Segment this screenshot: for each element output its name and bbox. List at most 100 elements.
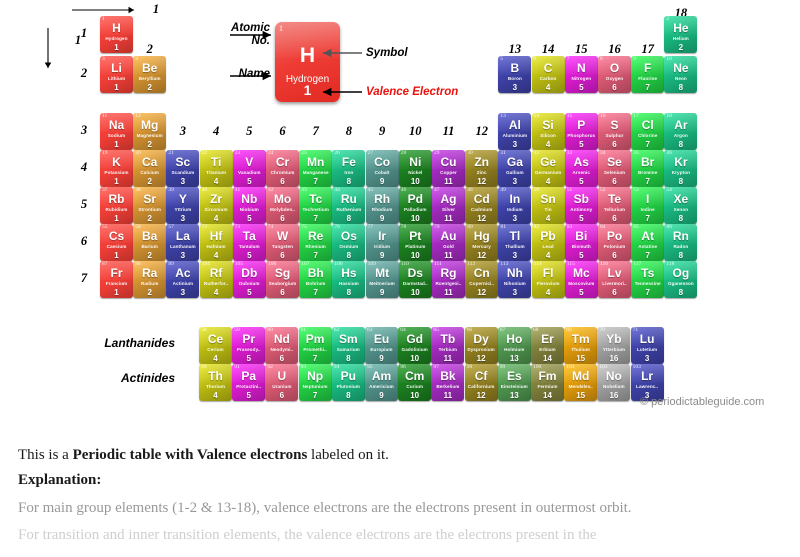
element-cell-ne[interactable]: 10 Ne Neon 8 (664, 56, 698, 93)
element-cell-cd[interactable]: 48 Cd Cadmium 12 (465, 187, 499, 224)
element-cell-u[interactable]: 92 U Uranium 6 (265, 364, 299, 401)
element-cell-po[interactable]: 84 Po Polonium 6 (598, 224, 631, 261)
element-cell-cl[interactable]: 17 Cl Chlorine 7 (631, 113, 665, 150)
element-cell-og[interactable]: 118 Og Oganesson 8 (664, 261, 698, 298)
element-cell-rn[interactable]: 86 Rn Radon 8 (664, 224, 698, 261)
element-cell-rb[interactable]: 37 Rb Rubidium 1 (100, 187, 133, 224)
element-cell-ge[interactable]: 32 Ge Germanium 4 (531, 150, 565, 187)
element-cell-as[interactable]: 33 As Arsenic 5 (564, 150, 598, 187)
element-cell-ra[interactable]: 88 Ra Radium 2 (133, 261, 167, 298)
element-cell-ac[interactable]: 89 Ac Actinium 3 (166, 261, 200, 298)
element-cell-zr[interactable]: 40 Zr Zirconium 4 (199, 187, 233, 224)
element-cell-p[interactable]: 15 P Phosphorus 5 (564, 113, 598, 150)
element-cell-sg[interactable]: 106 Sg Seaborgium 6 (266, 261, 299, 298)
element-cell-ag[interactable]: 47 Ag Silver 11 (432, 187, 465, 224)
element-cell-o[interactable]: 8 O Oxygen 6 (598, 56, 631, 93)
element-cell-la[interactable]: 57 La Lanthanum 3 (166, 224, 200, 261)
element-cell-pd[interactable]: 46 Pd Palladium 10 (398, 187, 432, 224)
element-cell-er[interactable]: 68 Er Erbium 14 (531, 327, 564, 364)
element-cell-h[interactable]: 1 H Hydrogen 1 (100, 16, 133, 53)
element-cell-sr[interactable]: 38 Sr Strontium 2 (133, 187, 167, 224)
element-cell-cf[interactable]: 98 Cf Californium 12 (464, 364, 498, 401)
element-cell-ce[interactable]: 58 Ce Cerium 4 (199, 327, 232, 364)
element-cell-cn[interactable]: 112 Cn Copernici.. 12 (465, 261, 499, 298)
element-cell-db[interactable]: 105 Db Dubnium 5 (232, 261, 266, 298)
element-cell-pa[interactable]: 91 Pa Protactini.. 5 (232, 364, 266, 401)
element-cell-xe[interactable]: 54 Xe Xenon 8 (664, 187, 698, 224)
element-cell-pm[interactable]: 61 Pm Promethi.. 7 (298, 327, 332, 364)
element-cell-mo[interactable]: 42 Mo Molybden.. 6 (266, 187, 299, 224)
element-cell-hg[interactable]: 80 Hg Mercury 12 (465, 224, 499, 261)
element-cell-nb[interactable]: 41 Nb Niobium 5 (232, 187, 266, 224)
element-cell-nh[interactable]: 113 Nh Nihonium 3 (498, 261, 532, 298)
element-cell-b[interactable]: 5 B Boron 3 (498, 56, 532, 93)
element-cell-ar[interactable]: 18 Ar Argon 8 (664, 113, 698, 150)
element-cell-na[interactable]: 11 Na Sodium 1 (100, 113, 133, 150)
element-cell-bh[interactable]: 107 Bh Bohrium 7 (299, 261, 333, 298)
element-cell-si[interactable]: 14 Si Silicon 4 (531, 113, 565, 150)
element-cell-gd[interactable]: 64 Gd Gadolinium 10 (398, 327, 432, 364)
element-cell-am[interactable]: 95 Am Americium 9 (365, 364, 398, 401)
element-cell-re[interactable]: 75 Re Rhenium 7 (299, 224, 333, 261)
element-cell-c[interactable]: 6 C Carbon 4 (531, 56, 565, 93)
element-cell-k[interactable]: 19 K Potassium 1 (100, 150, 133, 187)
element-cell-yb[interactable]: 70 Yb Ytterbium 16 (597, 327, 631, 364)
element-cell-no[interactable]: 102 No Nobelium 16 (597, 364, 631, 401)
element-cell-pr[interactable]: 59 Pr Praseody.. 5 (232, 327, 266, 364)
element-cell-bi[interactable]: 83 Bi Bismuth 5 (564, 224, 598, 261)
element-cell-se[interactable]: 34 Se Selenium 6 (598, 150, 631, 187)
element-cell-nd[interactable]: 60 Nd Neodymi.. 6 (265, 327, 299, 364)
element-cell-fm[interactable]: 100 Fm Fermium 14 (531, 364, 564, 401)
element-cell-cm[interactable]: 96 Cm Curium 10 (398, 364, 432, 401)
element-cell-ru[interactable]: 44 Ru Ruthenium 8 (332, 187, 366, 224)
element-cell-zn[interactable]: 30 Zn Zinc 12 (465, 150, 499, 187)
element-cell-br[interactable]: 35 Br Bromine 7 (631, 150, 665, 187)
element-cell-fe[interactable]: 26 Fe Iron 8 (332, 150, 366, 187)
element-cell-te[interactable]: 52 Te Tellurium 6 (598, 187, 631, 224)
element-cell-bk[interactable]: 97 Bk Berkelium 11 (431, 364, 465, 401)
element-cell-lu[interactable]: 71 Lu Lutetium 3 (630, 327, 664, 364)
element-cell-ds[interactable]: 110 Ds Darmstad.. 10 (398, 261, 432, 298)
element-cell-at[interactable]: 85 At Astatine 7 (631, 224, 665, 261)
element-cell-ho[interactable]: 67 Ho Holmium 13 (497, 327, 531, 364)
element-cell-hs[interactable]: 108 Hs Hassium 8 (332, 261, 366, 298)
element-cell-kr[interactable]: 36 Kr Krypton 8 (664, 150, 698, 187)
element-cell-cs[interactable]: 55 Cs Caesium 1 (100, 224, 133, 261)
element-cell-ti[interactable]: 22 Ti Titanium 4 (199, 150, 233, 187)
element-cell-rf[interactable]: 104 Rf Rutherfor.. 4 (199, 261, 233, 298)
element-cell-fl[interactable]: 114 Fl Flerovium 4 (531, 261, 565, 298)
element-cell-sm[interactable]: 62 Sm Samarium 8 (331, 327, 365, 364)
element-cell-n[interactable]: 7 N Nitrogen 5 (564, 56, 598, 93)
element-cell-md[interactable]: 101 Md Mendelev.. 15 (564, 364, 598, 401)
element-cell-rh[interactable]: 45 Rh Rhodium 9 (365, 187, 399, 224)
element-cell-mt[interactable]: 109 Mt Meitnerium 9 (365, 261, 399, 298)
element-cell-y[interactable]: 39 Y Yttrium 3 (166, 187, 200, 224)
element-cell-mc[interactable]: 115 Mc Moscovium 5 (564, 261, 598, 298)
element-cell-sn[interactable]: 50 Sn Tin 4 (531, 187, 565, 224)
element-cell-be[interactable]: 4 Be Beryllium 2 (133, 56, 167, 93)
element-cell-cu[interactable]: 29 Cu Copper 11 (432, 150, 465, 187)
element-cell-sb[interactable]: 51 Sb Antimony 5 (564, 187, 598, 224)
element-cell-eu[interactable]: 63 Eu Europium 9 (365, 327, 398, 364)
element-cell-tm[interactable]: 69 Tm Thulium 15 (564, 327, 598, 364)
element-cell-li[interactable]: 3 Li Lithium 1 (100, 56, 133, 93)
element-cell-s[interactable]: 16 S Sulphur 6 (598, 113, 631, 150)
element-cell-dy[interactable]: 66 Dy Dysprosium 12 (464, 327, 498, 364)
element-cell-tb[interactable]: 65 Tb Terbium 11 (431, 327, 465, 364)
element-cell-os[interactable]: 76 Os Osmium 8 (332, 224, 366, 261)
element-cell-au[interactable]: 79 Au Gold 11 (432, 224, 465, 261)
element-cell-ni[interactable]: 28 Ni Nickel 10 (398, 150, 432, 187)
element-cell-pt[interactable]: 78 Pt Platinum 10 (398, 224, 432, 261)
element-cell-fr[interactable]: 87 Fr Francium 1 (100, 261, 133, 298)
element-cell-tc[interactable]: 43 Tc Technetium 7 (299, 187, 333, 224)
element-cell-np[interactable]: 93 Np Neptunium 7 (298, 364, 332, 401)
element-cell-lv[interactable]: 116 Lv Livermori.. 6 (598, 261, 631, 298)
element-cell-ir[interactable]: 77 Ir Iridium 9 (365, 224, 399, 261)
element-cell-cr[interactable]: 24 Cr Chromium 6 (266, 150, 299, 187)
element-cell-w[interactable]: 74 W Tungsten 6 (266, 224, 299, 261)
element-cell-sc[interactable]: 21 Sc Scandium 3 (166, 150, 200, 187)
element-cell-i[interactable]: 53 I Iodine 7 (631, 187, 665, 224)
element-cell-mn[interactable]: 25 Mn Manganese 7 (299, 150, 333, 187)
element-cell-mg[interactable]: 12 Mg Magnesium 2 (133, 113, 167, 150)
element-cell-tl[interactable]: 81 Tl Thallium 3 (498, 224, 532, 261)
